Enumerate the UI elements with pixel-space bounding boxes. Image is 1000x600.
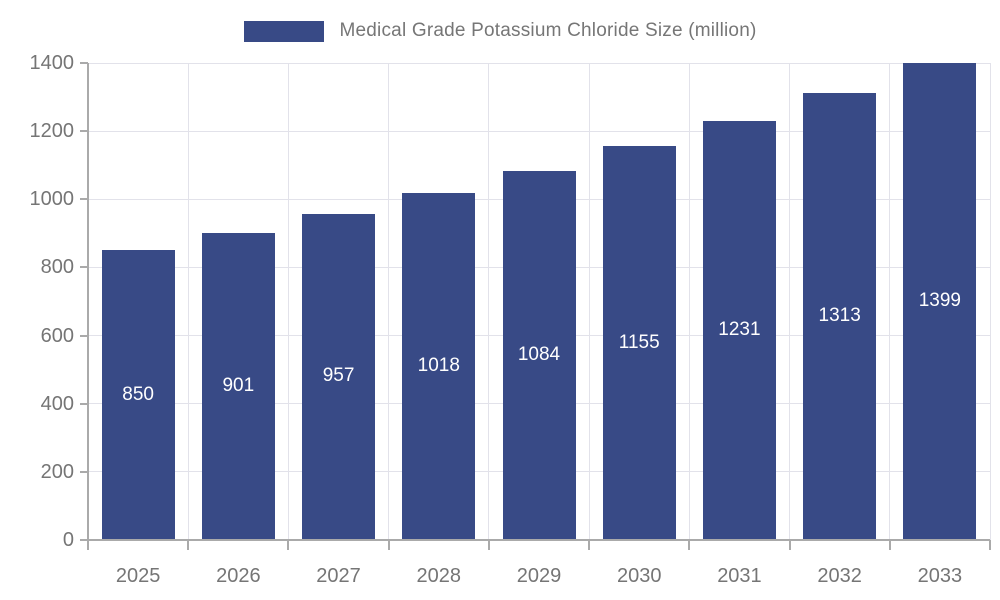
y-axis-tick [80, 402, 88, 405]
y-tick-label: 1200 [29, 120, 75, 143]
y-tick-label: 1400 [29, 52, 75, 74]
gridline-vertical [588, 63, 590, 540]
x-axis-tick [487, 540, 490, 550]
y-tick-label: 200 [40, 460, 74, 483]
x-tick-label: 2026 [216, 565, 261, 587]
bar: 1018 [402, 193, 476, 539]
bar-value-label: 1313 [818, 304, 861, 326]
gridline-vertical [789, 63, 791, 540]
x-axis-tick [989, 540, 991, 550]
bar: 957 [302, 213, 376, 539]
x-tick-label: 2030 [616, 565, 662, 587]
gridline-horizontal [88, 62, 990, 64]
x-axis-line [88, 539, 990, 541]
bar-value-label: 1084 [517, 343, 561, 365]
x-tick-label: 2033 [917, 565, 963, 587]
gridline-horizontal [88, 130, 990, 132]
x-tick-label: 2031 [717, 565, 762, 587]
x-tick-label: 2032 [817, 565, 862, 587]
x-tick-label: 2027 [316, 565, 361, 587]
gridline-vertical [889, 63, 891, 540]
y-tick-label: 400 [40, 392, 74, 415]
x-axis-tick [688, 540, 691, 550]
y-axis-tick [80, 62, 88, 64]
gridline-vertical [187, 63, 189, 540]
y-axis-tick [80, 334, 88, 337]
gridline-vertical [688, 63, 690, 540]
bar-value-label: 1399 [918, 290, 962, 312]
legend-swatch [243, 20, 324, 42]
x-axis-tick [287, 540, 290, 550]
bar: 1155 [602, 146, 676, 539]
bar-value-label: 957 [322, 365, 355, 387]
bar-value-label: 1155 [618, 331, 660, 353]
gridline-vertical [488, 63, 490, 540]
y-axis-tick [80, 130, 88, 133]
x-axis-tick [788, 540, 791, 550]
bar-value-label: 901 [222, 375, 255, 396]
x-tick-label: 2028 [416, 565, 462, 587]
y-axis-tick [80, 470, 88, 473]
y-tick-label: 600 [40, 324, 74, 347]
bar: 901 [201, 233, 275, 539]
x-tick-label: 2029 [516, 565, 562, 587]
gridline-vertical [287, 63, 289, 540]
y-tick-label: 1000 [29, 188, 75, 211]
y-tick-label: 0 [62, 529, 74, 551]
legend-label: Medical Grade Potassium Chloride Size (m… [339, 20, 757, 41]
x-axis-tick [87, 540, 89, 550]
y-axis-tick [80, 198, 88, 201]
x-axis-tick [387, 540, 390, 550]
bar-value-label: 1231 [718, 318, 761, 340]
x-axis-tick [187, 540, 190, 550]
y-axis-tick [80, 539, 88, 541]
bar: 1313 [803, 92, 877, 539]
bar: 1231 [702, 120, 776, 539]
bar-value-label: 1018 [417, 355, 460, 377]
x-tick-label: 2025 [115, 565, 161, 587]
x-axis-tick [888, 540, 891, 550]
y-axis-tick [80, 266, 88, 269]
legend[interactable]: Medical Grade Potassium Chloride Size (m… [0, 20, 1000, 42]
gridline-vertical [388, 63, 390, 540]
bar: 1084 [502, 170, 576, 539]
y-axis-line [87, 63, 89, 542]
gridline-vertical [989, 63, 991, 540]
x-axis-tick [588, 540, 591, 550]
y-tick-label: 800 [40, 256, 74, 279]
bar: 850 [101, 250, 175, 539]
bar-value-label: 850 [122, 383, 154, 405]
bar: 1399 [903, 63, 977, 539]
